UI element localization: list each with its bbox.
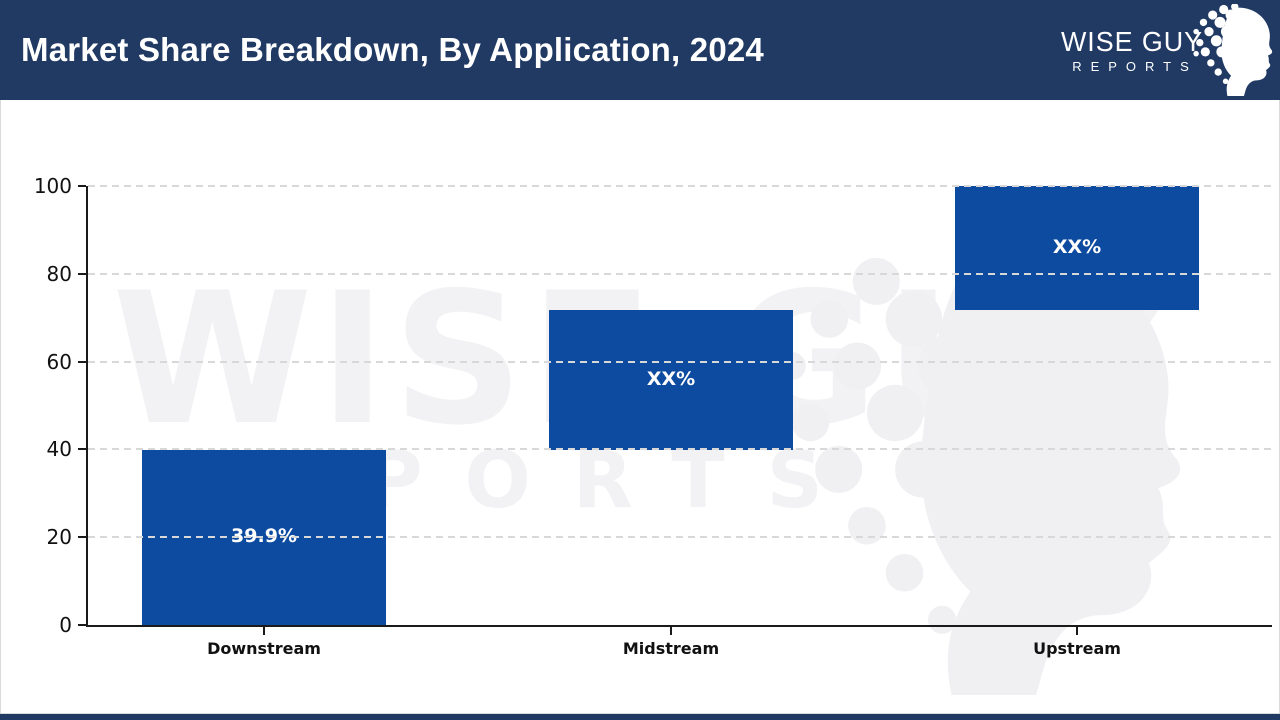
wise-guy-reports-logo: WISE GUY REPORTS xyxy=(1058,4,1274,96)
y-tick-mark xyxy=(78,448,86,451)
chart-title: Market Share Breakdown, By Application, … xyxy=(21,31,764,68)
y-tick-mark xyxy=(78,360,86,363)
gridline-60 xyxy=(88,360,1272,363)
x-axis-spine xyxy=(86,625,1272,627)
gridline-100 xyxy=(88,185,1272,187)
x-tick-mark xyxy=(670,627,672,635)
x-tick-label-upstream: Upstream xyxy=(1033,639,1121,658)
x-tick-mark xyxy=(1076,627,1078,635)
logo-subtitle: REPORTS xyxy=(1072,59,1198,74)
x-tick-label-downstream: Downstream xyxy=(207,639,321,658)
dotted-face-icon xyxy=(1193,4,1273,96)
header-bar: Market Share Breakdown, By Application, … xyxy=(0,0,1280,100)
gridline-40 xyxy=(88,448,1272,451)
y-tick-mark xyxy=(78,185,86,187)
footer-bar xyxy=(0,714,1280,720)
bar-value-label: XX% xyxy=(646,367,696,390)
watermark-dotted-face xyxy=(777,243,1181,695)
gridline-80 xyxy=(88,272,1272,275)
bar-value-label: XX% xyxy=(1052,235,1102,258)
plot-area: 39.9% XX% XX% xyxy=(86,185,1272,627)
y-axis: 0 20 40 60 80 100 xyxy=(0,176,86,635)
logo-text: WISE GUY REPORTS xyxy=(1058,26,1206,74)
bar-upstream: XX% xyxy=(955,186,1199,310)
x-tick-mark xyxy=(263,627,265,635)
y-tick-mark xyxy=(78,536,86,539)
y-tick-label: 60 xyxy=(46,349,72,374)
y-axis-spine xyxy=(86,186,88,627)
bar-midstream: XX% xyxy=(549,309,793,450)
y-tick-label: 0 xyxy=(59,613,72,637)
gridline-20 xyxy=(88,536,1272,539)
y-tick-label: 20 xyxy=(46,525,72,550)
bottom-hairline xyxy=(0,713,1280,714)
y-tick-label: 80 xyxy=(46,261,72,286)
x-tick-label-midstream: Midstream xyxy=(622,639,720,658)
y-tick-mark xyxy=(78,272,86,275)
y-tick-mark xyxy=(78,624,86,626)
y-tick-label: 40 xyxy=(46,437,72,462)
y-tick-label: 100 xyxy=(33,174,72,198)
logo-wordmark: WISE GUY xyxy=(1060,26,1204,57)
